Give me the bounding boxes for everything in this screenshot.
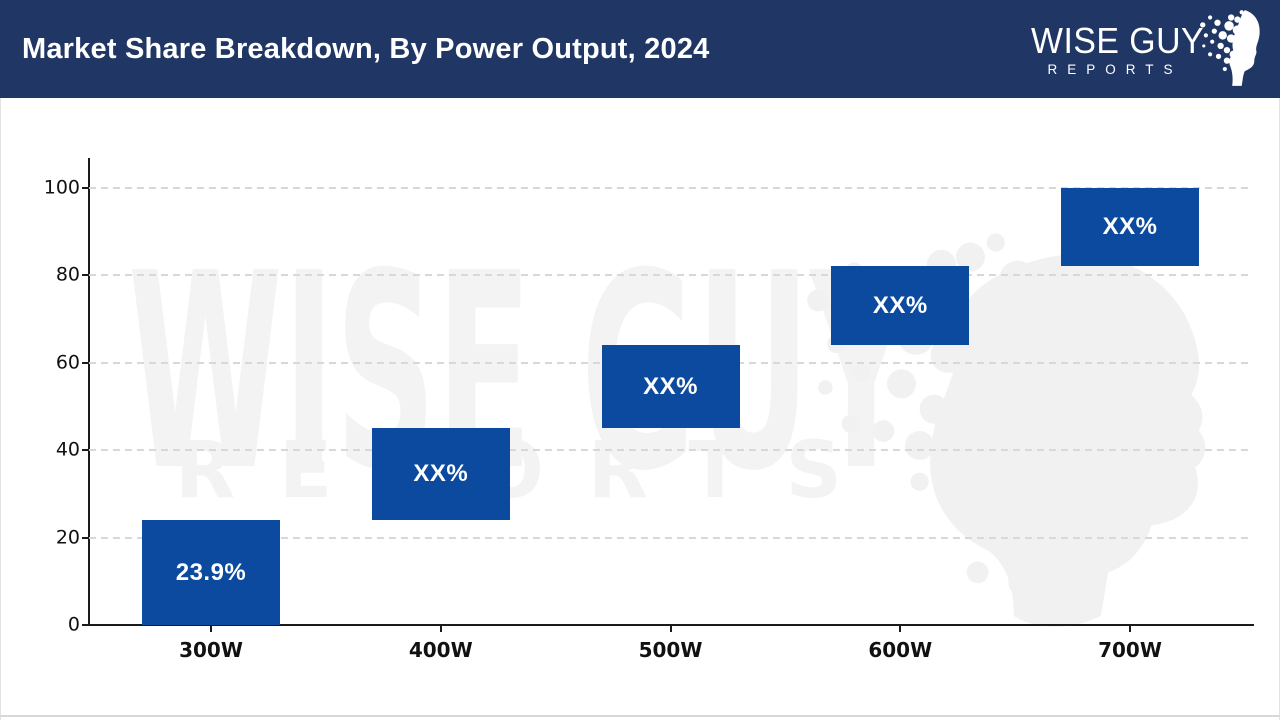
x-tick-label: 500W	[638, 638, 703, 662]
x-tick-mark	[669, 625, 672, 632]
x-tick-mark	[439, 625, 442, 632]
logo-wordmark: WISE GUY REPORTS	[1020, 20, 1204, 77]
bar: 23.9%	[142, 520, 280, 625]
grid-line	[89, 274, 1253, 276]
y-tick-label: 20	[55, 526, 80, 549]
y-axis-line	[88, 158, 90, 626]
logo-line1: WISE GUY	[1031, 19, 1204, 61]
y-tick-mark	[82, 361, 89, 364]
y-tick-mark	[82, 449, 89, 451]
wiseguy-logo: WISE GUY REPORTS	[1020, 8, 1266, 88]
bar: XX%	[371, 428, 510, 521]
bar-value-label: XX%	[1102, 212, 1158, 240]
x-tick-mark	[210, 625, 212, 632]
header: Market Share Breakdown, By Power Output,…	[0, 0, 1280, 98]
grid-line	[89, 186, 1253, 189]
y-tick-label: 0	[67, 613, 80, 636]
y-tick-label: 100	[43, 176, 80, 199]
y-tick-label: 80	[55, 263, 80, 286]
page-title: Market Share Breakdown, By Power Output,…	[22, 32, 710, 65]
y-tick-mark	[82, 624, 89, 626]
y-tick-mark	[82, 186, 89, 189]
bar: XX%	[1061, 187, 1199, 267]
bottom-border	[0, 715, 1280, 717]
bar: XX%	[601, 345, 740, 429]
dotted-face-profile-icon	[1200, 10, 1260, 86]
bar-value-label: XX%	[643, 372, 698, 400]
grid-line	[89, 536, 1253, 539]
bar-value-label: XX%	[413, 460, 469, 488]
y-tick-label: 60	[55, 351, 80, 374]
x-tick-label: 400W	[408, 638, 473, 662]
logo-line2: REPORTS	[1047, 61, 1183, 77]
bar-value-label: 23.9%	[175, 558, 247, 586]
bar-value-label: XX%	[872, 291, 928, 319]
x-tick-mark	[899, 625, 902, 632]
watermark-wiseguy-text: WISE GUY	[128, 215, 912, 530]
x-tick-label: 700W	[1098, 638, 1162, 662]
x-tick-mark	[1129, 625, 1131, 632]
x-tick-label: 600W	[868, 638, 933, 662]
x-tick-label: 300W	[179, 638, 243, 662]
grid-line	[89, 449, 1253, 451]
bar: XX%	[831, 266, 970, 345]
y-tick-mark	[82, 274, 89, 276]
y-tick-label: 40	[55, 438, 80, 461]
y-tick-mark	[82, 536, 89, 539]
